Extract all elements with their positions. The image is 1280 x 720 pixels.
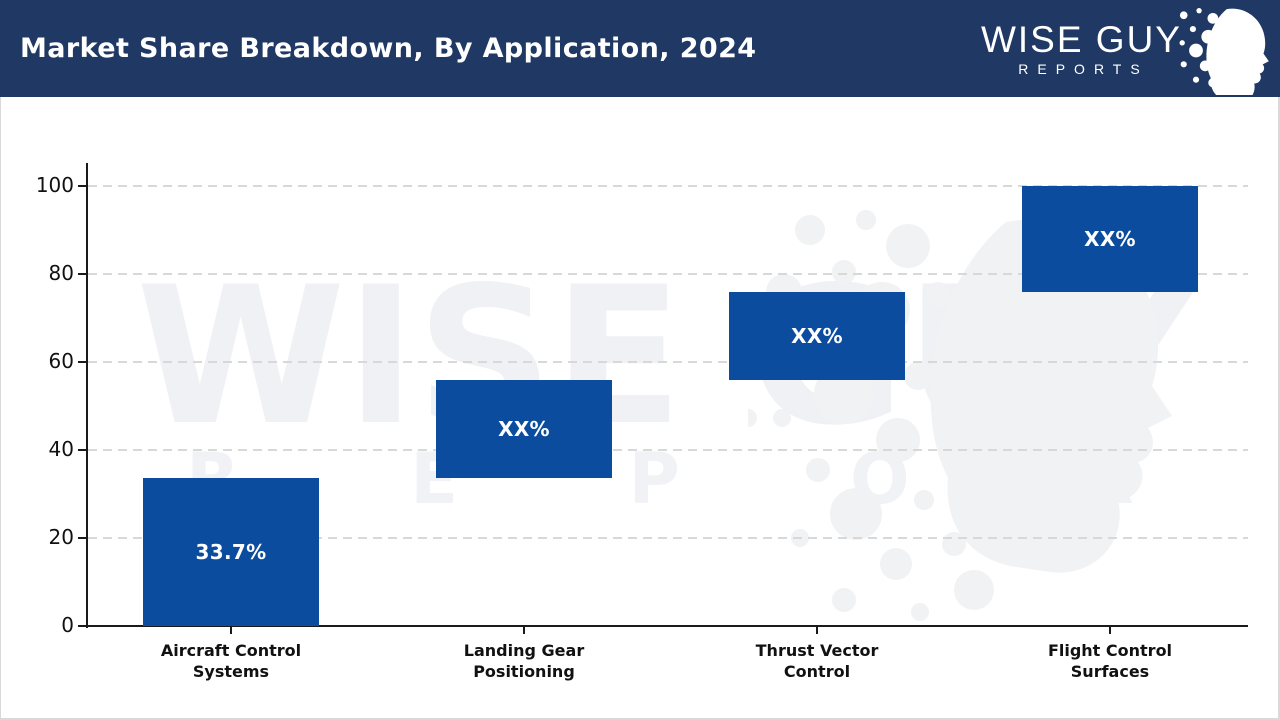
header: Market Share Breakdown, By Application, … (0, 0, 1280, 97)
brand-text: WISE GUY REPORTS (981, 21, 1182, 77)
gridline-60 (88, 361, 1248, 363)
x-tick-1 (230, 627, 232, 634)
bar-segment-4: XX% (1022, 186, 1198, 292)
y-tick-label-40: 40 (48, 437, 74, 461)
bar-value-label: XX% (791, 323, 843, 348)
brand-sub: REPORTS (1018, 61, 1149, 77)
y-tick-80 (78, 273, 86, 275)
x-category-line: Aircraft Control (160, 641, 302, 660)
brand-logo: WISE GUY REPORTS (981, 4, 1270, 95)
x-category-line: Systems (192, 662, 270, 681)
gridline-40 (88, 449, 1248, 451)
page-title: Market Share Breakdown, By Application, … (20, 33, 757, 64)
x-category-line: Thrust Vector (755, 641, 879, 660)
x-category-label-2: Landing Gear Positioning (404, 640, 644, 682)
left-border (0, 97, 1, 720)
x-category-label-4: Flight Control Surfaces (990, 640, 1230, 682)
y-tick-20 (78, 537, 86, 539)
x-axis-line (86, 625, 1248, 627)
bottom-border (0, 718, 1280, 720)
y-tick-label-100: 100 (35, 173, 74, 197)
y-tick-label-80: 80 (48, 261, 74, 285)
bar-segment-3: XX% (729, 291, 905, 380)
y-tick-60 (78, 361, 86, 363)
gridline-20 (88, 537, 1248, 539)
x-category-line: Control (783, 662, 851, 681)
x-category-label-3: Thrust Vector Control (697, 640, 937, 682)
right-border (1278, 97, 1280, 720)
brand-name: WISE GUY (980, 19, 1182, 60)
x-tick-2 (523, 627, 525, 634)
x-category-line: Flight Control (1047, 641, 1173, 660)
x-category-line: Positioning (473, 662, 575, 681)
x-category-line: Surfaces (1070, 662, 1150, 681)
y-tick-label-60: 60 (48, 349, 74, 373)
x-tick-3 (816, 627, 818, 634)
y-tick-40 (78, 449, 86, 451)
x-tick-4 (1109, 627, 1111, 634)
y-tick-label-20: 20 (48, 525, 74, 549)
x-category-line: Landing Gear (463, 641, 585, 660)
y-tick-100 (78, 185, 86, 187)
bar-value-label: XX% (1084, 226, 1136, 251)
bar-segment-2: XX% (436, 379, 612, 478)
x-category-label-1: Aircraft Control Systems (111, 640, 351, 682)
y-axis-line (86, 163, 88, 628)
bar-segment-1: 33.7% (143, 477, 319, 626)
bar-value-label: 33.7% (195, 539, 267, 564)
gridline-100 (88, 185, 1248, 187)
brand-face-icon (1179, 7, 1269, 95)
y-tick-0 (78, 625, 86, 627)
bar-value-label: XX% (498, 416, 550, 441)
y-tick-label-0: 0 (61, 613, 74, 637)
gridline-80 (88, 273, 1248, 275)
